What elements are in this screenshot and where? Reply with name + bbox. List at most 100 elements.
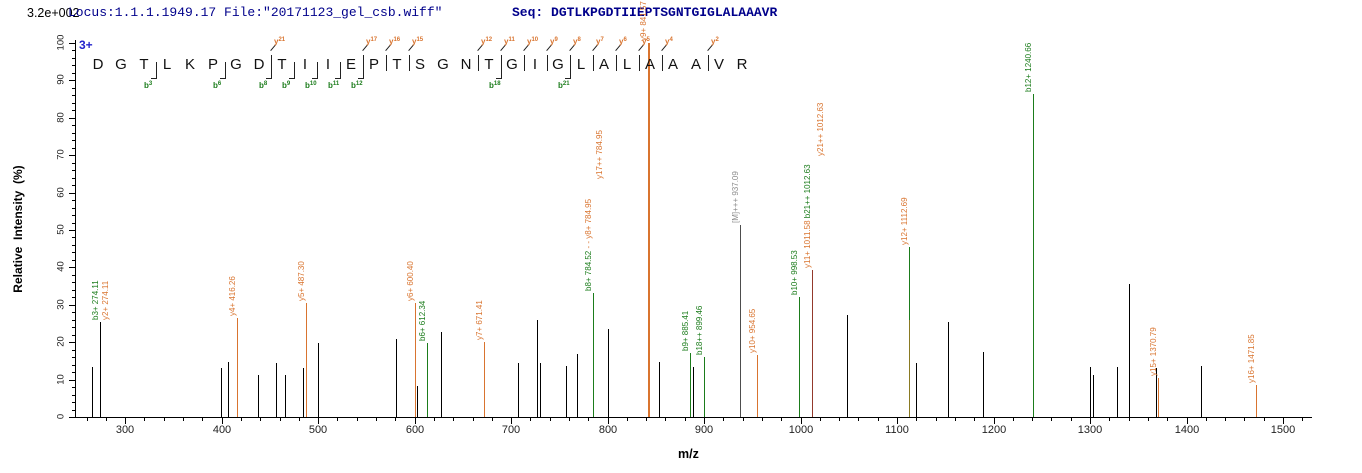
x-minor-tick xyxy=(685,418,686,421)
y-major-tick xyxy=(69,342,75,343)
y-tick-label: 0 xyxy=(55,413,67,420)
y-tick-label: 10 xyxy=(55,374,67,385)
max-intensity-label: 3.2e+002 xyxy=(27,6,80,20)
peak-annotation-part: y9+ 841.57 xyxy=(639,1,648,41)
x-tick-label: 700 xyxy=(501,424,521,436)
y-minor-tick xyxy=(72,402,75,403)
spectrum-peak xyxy=(396,338,397,417)
y-minor-tick xyxy=(72,327,75,328)
spectrum-peak xyxy=(306,302,307,417)
x-minor-tick xyxy=(337,418,338,421)
x-major-tick xyxy=(511,418,512,424)
peak-annotation-label: y2+ 274.11 xyxy=(101,281,110,320)
b-ion-ruler-label: b10 xyxy=(305,81,317,90)
b-ion-ruler-label: b6 xyxy=(213,81,222,90)
spectrum-peak xyxy=(1093,375,1094,417)
header-sequence: Seq: DGTLKPGDTIIEPTSGNTGIGLALAAAVR xyxy=(512,5,777,20)
x-minor-tick xyxy=(936,418,937,421)
x-minor-tick xyxy=(1109,418,1110,421)
peak-annotation-part: - - y8+ 784.95 xyxy=(584,198,593,249)
x-tick-label: 500 xyxy=(308,424,328,436)
x-tick-label: 1200 xyxy=(981,424,1007,436)
y-tick-label: 70 xyxy=(55,149,67,160)
x-minor-tick xyxy=(357,418,358,421)
peak-annotation-label: y4+ 416.26 xyxy=(228,276,237,316)
sequence-residue: A xyxy=(644,56,656,73)
y-tick-label: 30 xyxy=(55,299,67,310)
b-ion-cleavage-tick xyxy=(271,62,272,79)
y-minor-tick xyxy=(72,73,75,74)
sequence-residue: R xyxy=(736,56,748,73)
x-major-tick xyxy=(897,418,898,424)
sequence-residue: D xyxy=(253,56,265,73)
spectrum-peak xyxy=(415,302,416,417)
y-ion-ruler-label: y5 xyxy=(642,37,650,46)
x-major-tick xyxy=(222,418,223,424)
y-axis-title: Relative Intensity (%) xyxy=(11,165,25,293)
peak-annotation-part: y21++ 1012.63 xyxy=(816,102,825,157)
peak-annotation-part: y12+ 1112.69 xyxy=(900,197,909,245)
sequence-residue: T xyxy=(277,56,287,73)
peak-annotation-part: y16+ 1471.85 xyxy=(1247,334,1256,383)
y-minor-tick xyxy=(72,410,75,411)
y-tick-label: 80 xyxy=(55,112,67,123)
y-major-tick xyxy=(69,305,75,306)
y-minor-tick xyxy=(72,125,75,126)
x-major-tick xyxy=(318,418,319,424)
spectrum-peak xyxy=(1156,368,1157,417)
b-ion-cleavage-tick xyxy=(570,62,571,79)
spectrum-peak xyxy=(417,385,418,417)
b-ion-ruler-label: b8 xyxy=(259,81,268,90)
sequence-residue: G xyxy=(115,56,127,73)
spectrum-peak xyxy=(518,363,519,417)
peak-annotation-part: b18++ 899.46 xyxy=(695,305,704,356)
x-axis-title: m/z xyxy=(678,447,699,461)
b-ion-tick-foot xyxy=(496,78,502,79)
spectrum-peak xyxy=(608,329,609,417)
x-minor-tick xyxy=(492,418,493,421)
x-tick-label: 1300 xyxy=(1077,424,1103,436)
y-tick-label: 50 xyxy=(55,224,67,235)
spectrum-peak xyxy=(693,366,694,417)
y-minor-tick xyxy=(72,312,75,313)
x-tick-label: 900 xyxy=(694,424,714,436)
y-ion-ruler-label: y8 xyxy=(573,37,581,46)
peak-annotation-part: b3+ 274.11 xyxy=(91,280,100,320)
x-minor-tick xyxy=(1013,418,1014,421)
x-minor-tick xyxy=(1206,418,1207,421)
y-major-tick xyxy=(69,155,75,156)
x-tick-label: 1100 xyxy=(885,424,909,436)
x-minor-tick xyxy=(1244,418,1245,421)
peak-annotation-part: b21++ 1012.63 xyxy=(803,164,812,219)
x-minor-tick xyxy=(434,418,435,421)
x-minor-tick xyxy=(260,418,261,421)
b-ion-tick-foot xyxy=(358,78,364,79)
peak-annotation-label: y7+ 671.41 xyxy=(475,300,484,340)
peak-annotation-label: y16+ 1471.85 xyxy=(1247,334,1256,383)
b-ion-tick-foot xyxy=(565,78,571,79)
y-minor-tick xyxy=(72,372,75,373)
sequence-residue: G xyxy=(437,56,449,73)
peak-annotation-part: y4+ 416.26 xyxy=(228,276,237,316)
x-minor-tick xyxy=(646,418,647,421)
spectrum-peak xyxy=(540,363,541,417)
spectrum-peak xyxy=(1033,93,1034,417)
y-major-tick xyxy=(69,193,75,194)
y-minor-tick xyxy=(72,110,75,111)
peak-annotation-part: y2+ 274.11 xyxy=(101,280,110,320)
peak-annotation-label: y5+ 487.30 xyxy=(297,261,306,301)
y-minor-tick xyxy=(72,170,75,171)
y-minor-tick xyxy=(72,365,75,366)
spectrum-peak xyxy=(909,319,910,417)
sequence-residue: G xyxy=(506,56,518,73)
peak-annotation-part: b9+ 885.41 xyxy=(681,310,690,352)
y-minor-tick xyxy=(72,58,75,59)
y-minor-tick xyxy=(72,208,75,209)
x-minor-tick xyxy=(87,418,88,421)
y-minor-tick xyxy=(72,282,75,283)
y-major-tick xyxy=(69,380,75,381)
y-minor-tick xyxy=(72,148,75,149)
y-minor-tick xyxy=(72,163,75,164)
y-ion-ruler-label: y9 xyxy=(550,37,558,46)
x-minor-tick xyxy=(839,418,840,421)
